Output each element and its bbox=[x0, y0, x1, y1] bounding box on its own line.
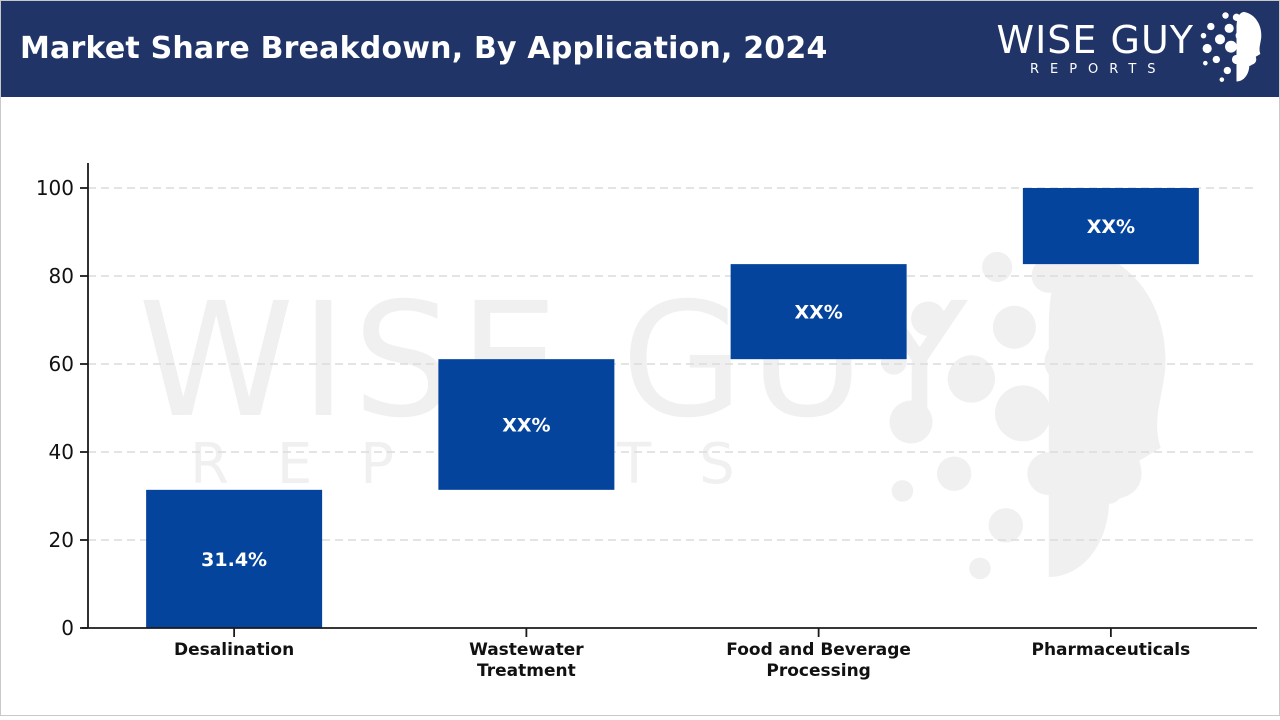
category-label: Food and Beverage bbox=[726, 640, 911, 660]
category-label: Treatment bbox=[477, 661, 576, 681]
bar-segment bbox=[438, 359, 615, 490]
category-label: Pharmaceuticals bbox=[1031, 640, 1190, 660]
logo-text: WISE GUY REPORTS bbox=[997, 21, 1194, 77]
category-label: Wastewater bbox=[469, 640, 584, 660]
y-tick-label: 20 bbox=[49, 528, 74, 552]
y-tick-label: 100 bbox=[36, 176, 74, 200]
logo-head-icon bbox=[1200, 11, 1262, 82]
bar-value-label: XX% bbox=[1087, 216, 1135, 238]
category-label: Desalination bbox=[174, 640, 294, 660]
bar-value-label: XX% bbox=[794, 302, 842, 324]
page-title: Market Share Breakdown, By Application, … bbox=[20, 31, 828, 66]
bar-value-label: 31.4% bbox=[201, 549, 267, 571]
bar-segment bbox=[730, 264, 907, 360]
y-tick-label: 60 bbox=[49, 352, 74, 376]
logo-primary-text: WISE GUY bbox=[996, 17, 1194, 62]
y-tick-label: 0 bbox=[61, 616, 74, 640]
y-tick-label: 80 bbox=[49, 264, 74, 288]
logo-secondary-text: REPORTS bbox=[1029, 61, 1167, 77]
y-tick-label: 40 bbox=[49, 440, 74, 464]
category-label: Processing bbox=[766, 661, 870, 681]
wiseguy-logo: WISE GUY REPORTS bbox=[997, 8, 1264, 89]
bar-segment bbox=[146, 489, 323, 628]
header: Market Share Breakdown, By Application, … bbox=[0, 0, 1280, 97]
bar-value-label: XX% bbox=[502, 415, 550, 437]
